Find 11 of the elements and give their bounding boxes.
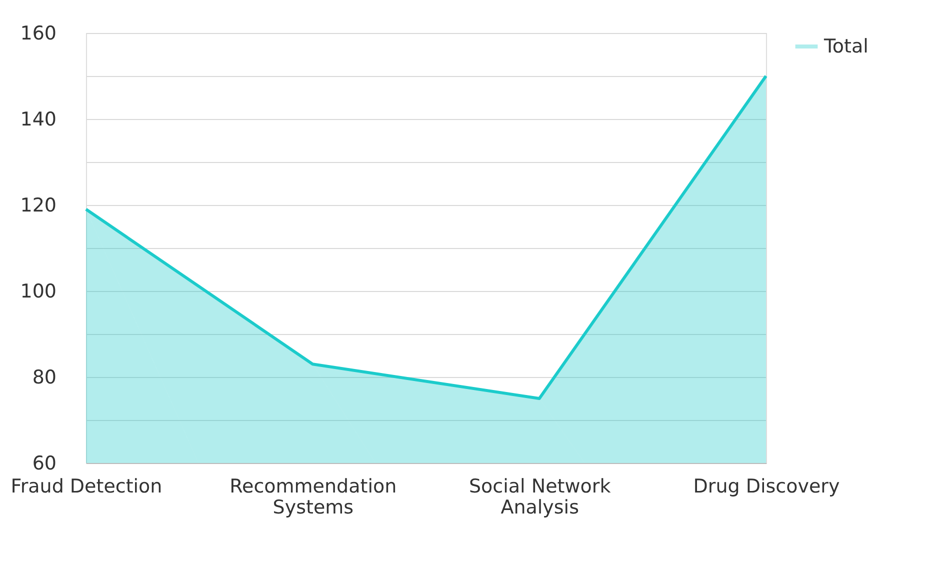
y-tick-label: 80 — [32, 366, 56, 388]
x-tick-label: Fraud Detection — [10, 476, 162, 498]
y-tick-label: 140 — [20, 108, 56, 130]
y-tick-label: 100 — [20, 280, 56, 302]
y-tick-label: 60 — [32, 452, 56, 474]
y-tick-label: 120 — [20, 194, 56, 216]
x-tick-label: Social Network Analysis — [468, 476, 611, 518]
x-tick-label: Drug Discovery — [693, 476, 840, 498]
legend-label: Total — [823, 36, 868, 58]
x-tick-label: Recommendation Systems — [230, 476, 397, 518]
y-tick-label: 160 — [20, 22, 56, 44]
